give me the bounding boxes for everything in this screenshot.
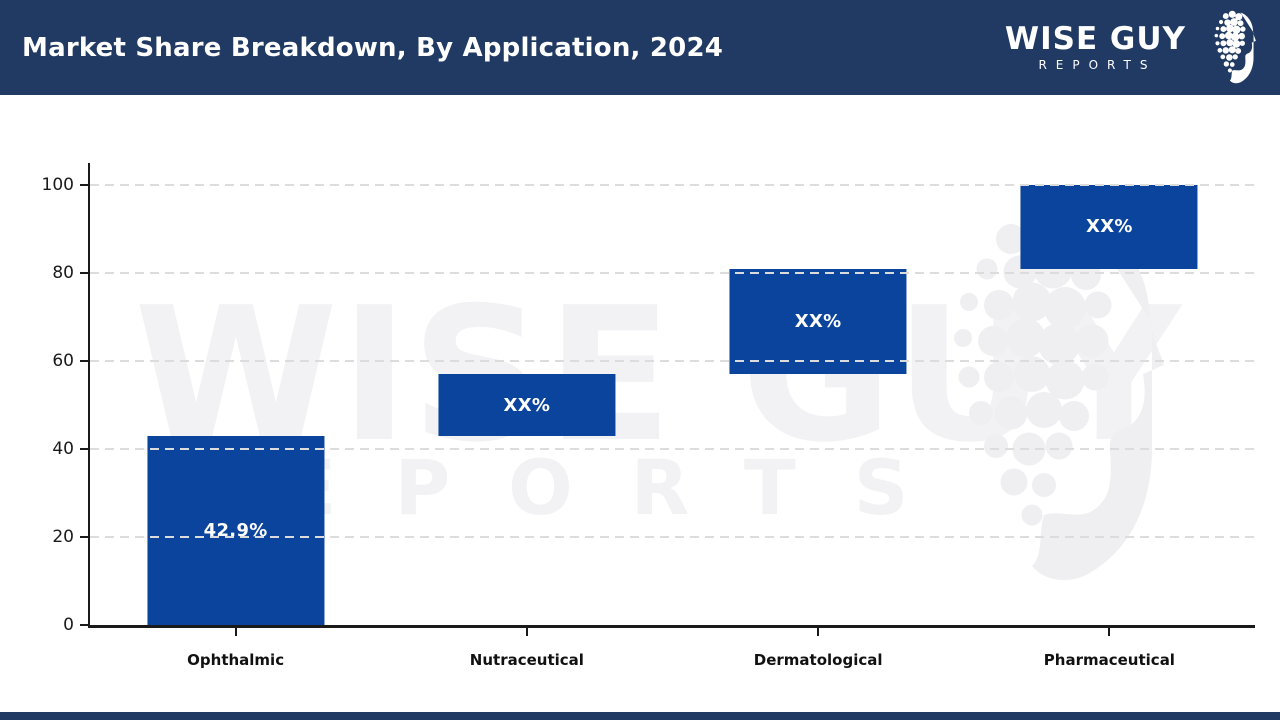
y-tick-label-60: 60 bbox=[52, 351, 74, 371]
y-tick-label-80: 80 bbox=[52, 263, 74, 283]
y-tick-100 bbox=[80, 184, 88, 186]
y-tick-80 bbox=[80, 272, 88, 274]
y-tick-40 bbox=[80, 448, 88, 450]
x-tick-label-dermatological: Dermatological bbox=[753, 651, 883, 669]
bar-ophthalmic: 42.9% bbox=[147, 436, 325, 625]
logo-line1: WISE GUY bbox=[1004, 21, 1186, 57]
chart-title: Market Share Breakdown, By Application, … bbox=[22, 32, 724, 63]
bar-value-label: XX% bbox=[503, 394, 551, 416]
x-tick-label-nutraceutical: Nutraceutical bbox=[469, 651, 584, 669]
y-tick-label-0: 0 bbox=[63, 615, 74, 635]
chart-area: WISE GUY REPORTS 0 20 40 60 80 100 42.9% XX% XX%… bbox=[0, 95, 1280, 712]
bar-dermatological: XX% bbox=[729, 268, 907, 374]
bar-value-label: XX% bbox=[1086, 216, 1133, 238]
header-bar: Market Share Breakdown, By Application, … bbox=[0, 0, 1280, 95]
bar-value-label: XX% bbox=[794, 310, 842, 332]
y-tick-60 bbox=[80, 360, 88, 363]
x-tick-ophthalmic bbox=[234, 628, 237, 636]
dotted-head-icon bbox=[1214, 10, 1256, 83]
y-tick-label-100: 100 bbox=[41, 175, 74, 195]
y-tick-label-20: 20 bbox=[52, 527, 74, 547]
x-tick-label-ophthalmic: Ophthalmic bbox=[187, 651, 285, 669]
bar-nutraceutical: XX% bbox=[438, 373, 616, 437]
x-tick-nutraceutical bbox=[525, 628, 528, 636]
logo-line2: REPORTS bbox=[1038, 58, 1157, 72]
gridline-60 bbox=[90, 360, 1255, 363]
x-tick-pharmaceutical bbox=[1108, 628, 1111, 636]
x-tick-label-pharmaceutical: Pharmaceutical bbox=[1043, 651, 1175, 669]
y-tick-20 bbox=[80, 536, 88, 538]
x-tick-dermatological bbox=[817, 628, 820, 636]
bar-value-label: 42.9% bbox=[203, 520, 268, 542]
y-tick-label-40: 40 bbox=[52, 439, 74, 459]
bottom-accent-bar bbox=[0, 712, 1280, 720]
wiseguy-logo: WISE GUY REPORTS bbox=[1005, 9, 1260, 87]
plot-area: 0 20 40 60 80 100 42.9% XX% XX% XX% Ophthalmic Nutr… bbox=[42, 163, 1255, 669]
gridline-80 bbox=[90, 272, 1255, 274]
logo-wordmark: WISE GUY REPORTS bbox=[1004, 21, 1186, 72]
bar-pharmaceutical: XX% bbox=[1020, 185, 1198, 269]
y-tick-0 bbox=[80, 624, 88, 626]
